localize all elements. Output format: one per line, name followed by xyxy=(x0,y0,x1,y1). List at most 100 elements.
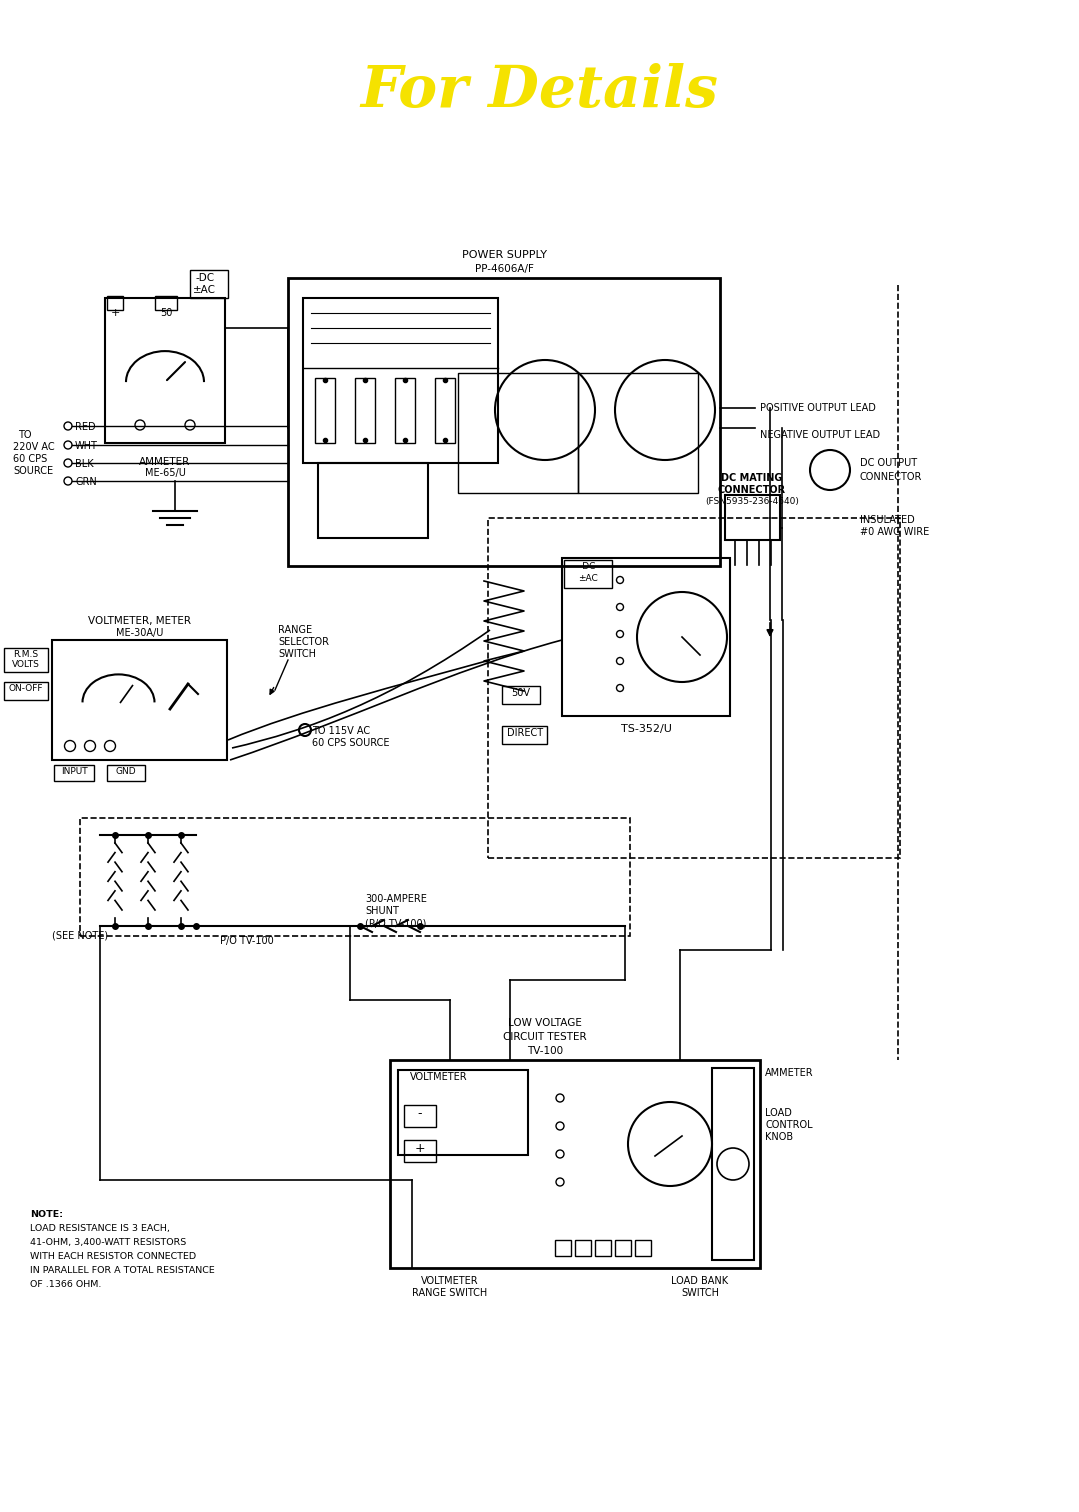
Text: LOAD: LOAD xyxy=(765,1108,792,1117)
Bar xyxy=(390,1060,760,1269)
Text: POWER SUPPLY: POWER SUPPLY xyxy=(462,249,546,260)
Text: SHUNT: SHUNT xyxy=(365,906,399,916)
Text: WHT: WHT xyxy=(76,442,98,451)
Text: SWITCH: SWITCH xyxy=(278,649,316,659)
Bar xyxy=(404,1140,436,1163)
Bar xyxy=(355,378,375,443)
Bar xyxy=(595,1240,611,1256)
Text: NOTE:: NOTE: xyxy=(30,1210,63,1219)
Text: 41-OHM, 3,400-WATT RESISTORS: 41-OHM, 3,400-WATT RESISTORS xyxy=(30,1238,187,1247)
Bar xyxy=(190,271,228,298)
Bar xyxy=(615,1240,631,1256)
Text: AMMETER: AMMETER xyxy=(139,457,191,467)
Text: PP-4606A/F: PP-4606A/F xyxy=(475,265,533,274)
Bar xyxy=(712,1067,754,1259)
Text: VOLTS: VOLTS xyxy=(12,661,40,668)
Text: RANGE SWITCH: RANGE SWITCH xyxy=(412,1288,488,1297)
Bar xyxy=(457,373,578,493)
Text: -DC: -DC xyxy=(579,562,597,572)
Text: ME-30A/U: ME-30A/U xyxy=(115,627,163,638)
Bar xyxy=(4,649,47,671)
Bar xyxy=(435,378,455,443)
Text: -DC: -DC xyxy=(195,274,214,283)
Text: AMMETER: AMMETER xyxy=(765,1067,814,1078)
Bar xyxy=(562,558,730,717)
Bar xyxy=(155,296,177,310)
Text: SWITCH: SWITCH xyxy=(681,1288,719,1297)
Text: ME-65/U: ME-65/U xyxy=(145,469,186,478)
Bar xyxy=(107,765,145,782)
Text: 50: 50 xyxy=(160,308,173,318)
Text: DIRECT: DIRECT xyxy=(507,727,543,738)
Text: TO 115V AC: TO 115V AC xyxy=(312,726,370,736)
Text: SELECTOR: SELECTOR xyxy=(278,637,329,647)
Text: GRN: GRN xyxy=(76,476,97,487)
Bar xyxy=(502,726,547,744)
Text: CONNECTOR: CONNECTOR xyxy=(718,485,787,494)
Text: WITH EACH RESISTOR CONNECTED: WITH EACH RESISTOR CONNECTED xyxy=(30,1252,196,1261)
Bar xyxy=(107,296,123,310)
Text: CIRCUIT TESTER: CIRCUIT TESTER xyxy=(503,1033,587,1042)
Bar xyxy=(488,519,900,857)
Text: NEGATIVE OUTPUT LEAD: NEGATIVE OUTPUT LEAD xyxy=(760,429,880,440)
Text: +: + xyxy=(110,308,120,318)
Bar xyxy=(315,378,334,443)
Bar xyxy=(404,1105,436,1126)
Text: LOAD RESISTANCE IS 3 EACH,: LOAD RESISTANCE IS 3 EACH, xyxy=(30,1225,169,1232)
Text: VOLTMETER: VOLTMETER xyxy=(410,1072,467,1083)
Text: P/O TV-100: P/O TV-100 xyxy=(220,936,274,947)
Bar xyxy=(636,1240,651,1256)
Text: +: + xyxy=(414,1142,425,1155)
Text: VOLTMETER: VOLTMETER xyxy=(421,1276,479,1287)
Text: TV-100: TV-100 xyxy=(527,1046,563,1055)
Text: TS-352/U: TS-352/U xyxy=(620,724,671,733)
Text: For Details: For Details xyxy=(360,64,719,119)
Text: VOLTMETER, METER: VOLTMETER, METER xyxy=(88,615,191,626)
Text: 300-AMPERE: 300-AMPERE xyxy=(365,894,427,904)
Text: DC MATING: DC MATING xyxy=(722,473,782,482)
Bar xyxy=(578,373,698,493)
Text: #0 AWG WIRE: #0 AWG WIRE xyxy=(860,528,929,537)
Text: 220V AC: 220V AC xyxy=(13,442,55,452)
Text: RED: RED xyxy=(76,422,96,432)
Text: 50V: 50V xyxy=(511,688,531,699)
Bar xyxy=(80,818,630,936)
Bar xyxy=(502,686,540,705)
Text: INPUT: INPUT xyxy=(60,767,87,776)
Bar xyxy=(398,1070,528,1155)
Text: TAP HERE: TAP HERE xyxy=(510,32,633,51)
Bar xyxy=(564,559,612,588)
Bar xyxy=(725,494,780,540)
Text: 60 CPS: 60 CPS xyxy=(13,454,47,464)
Text: ±AC: ±AC xyxy=(578,575,598,584)
Text: (P/O TV-100): (P/O TV-100) xyxy=(365,918,426,928)
Text: 60 CPS SOURCE: 60 CPS SOURCE xyxy=(312,738,390,748)
Text: INSULATED: INSULATED xyxy=(860,516,915,525)
Text: CONNECTOR: CONNECTOR xyxy=(860,472,923,482)
Bar xyxy=(318,463,428,538)
Text: ON-OFF: ON-OFF xyxy=(9,683,43,692)
Text: LOAD BANK: LOAD BANK xyxy=(671,1276,728,1287)
Bar xyxy=(288,278,720,565)
Text: BLK: BLK xyxy=(76,460,94,469)
Text: LOW VOLTAGE: LOW VOLTAGE xyxy=(508,1018,582,1028)
Text: CONTROL: CONTROL xyxy=(765,1120,812,1129)
Text: KNOB: KNOB xyxy=(765,1132,793,1142)
Text: ±AC: ±AC xyxy=(193,284,216,295)
Text: SOURCE: SOURCE xyxy=(13,466,53,476)
Bar xyxy=(303,298,498,463)
Text: R.M.S: R.M.S xyxy=(13,650,39,659)
Bar xyxy=(555,1240,571,1256)
Text: -: - xyxy=(418,1107,422,1120)
Text: TO: TO xyxy=(18,429,31,440)
Text: DC OUTPUT: DC OUTPUT xyxy=(860,458,917,469)
Bar xyxy=(4,682,47,700)
Bar xyxy=(52,640,227,761)
Text: OF .1366 OHM.: OF .1366 OHM. xyxy=(30,1281,101,1290)
Text: POSITIVE OUTPUT LEAD: POSITIVE OUTPUT LEAD xyxy=(760,404,876,413)
Text: RANGE: RANGE xyxy=(278,624,312,635)
Text: GND: GND xyxy=(115,767,136,776)
Bar xyxy=(395,378,415,443)
Text: (SEE NOTE): (SEE NOTE) xyxy=(52,930,108,940)
Text: (FSN5935-236-4640): (FSN5935-236-4640) xyxy=(705,497,798,507)
